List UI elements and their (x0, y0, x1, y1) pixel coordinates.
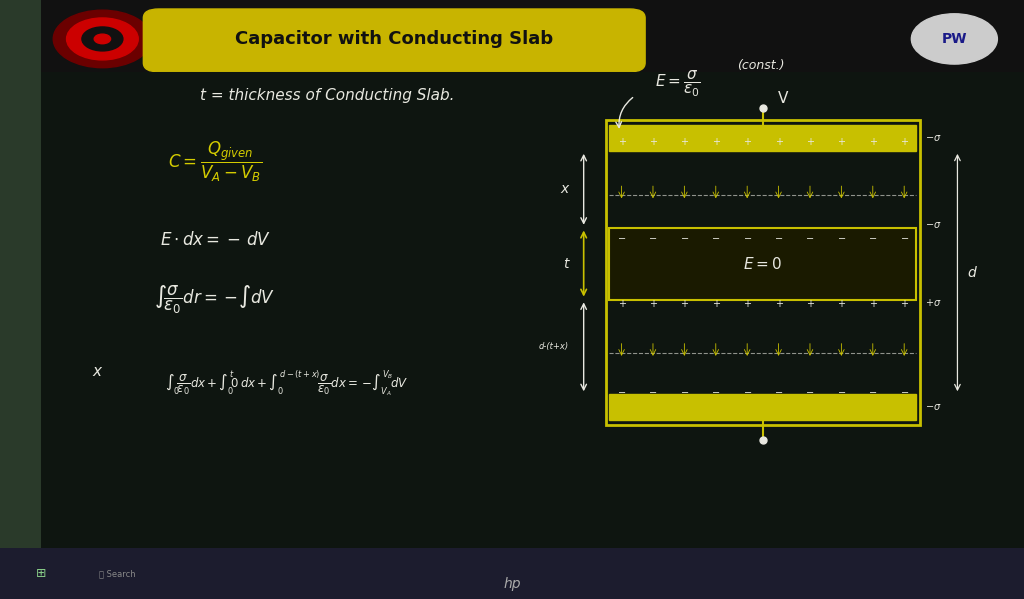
Text: $-$: $-$ (900, 232, 908, 241)
Text: +: + (743, 137, 752, 147)
Text: +: + (806, 300, 814, 309)
Text: $-$: $-$ (806, 386, 814, 396)
Text: $\int\!\dfrac{\sigma}{\varepsilon_0} dr = -\!\int dV$: $\int\!\dfrac{\sigma}{\varepsilon_0} dr … (155, 283, 275, 316)
Bar (0, 0, 41, 599)
Text: $-$: $-$ (868, 232, 878, 241)
Text: t = thickness of Conducting Slab.: t = thickness of Conducting Slab. (201, 88, 455, 104)
Text: +: + (712, 300, 720, 309)
Text: $-$: $-$ (837, 232, 846, 241)
Text: $-$: $-$ (900, 386, 908, 396)
Text: +: + (838, 137, 846, 147)
Text: hp: hp (503, 577, 521, 591)
Text: t: t (563, 256, 568, 271)
Circle shape (911, 14, 997, 64)
Text: V: V (778, 91, 788, 107)
Text: $x$: $x$ (91, 364, 103, 379)
Text: $-$: $-$ (680, 386, 689, 396)
Circle shape (82, 27, 123, 51)
Text: ⊞: ⊞ (36, 567, 46, 580)
Text: $E = \dfrac{\sigma}{\varepsilon_0}$: $E = \dfrac{\sigma}{\varepsilon_0}$ (655, 69, 701, 99)
Text: $-\sigma$: $-\sigma$ (925, 133, 941, 143)
Text: $-\sigma$: $-\sigma$ (925, 220, 941, 229)
Bar (0, 548, 1024, 599)
Text: (const.): (const.) (737, 59, 784, 72)
Text: +: + (868, 300, 877, 309)
FancyBboxPatch shape (143, 9, 645, 72)
Text: $-$: $-$ (774, 386, 783, 396)
Circle shape (53, 10, 152, 68)
Text: 🔍 Search: 🔍 Search (99, 569, 136, 579)
Text: $-$: $-$ (712, 386, 720, 396)
Bar (609, 228, 916, 300)
Text: $-$: $-$ (742, 386, 752, 396)
Bar (609, 125, 916, 151)
Text: PW: PW (942, 32, 967, 46)
Text: $-$: $-$ (837, 386, 846, 396)
Text: +: + (900, 300, 908, 309)
Text: +: + (617, 300, 626, 309)
Text: $\int_0\!\dfrac{\sigma}{\varepsilon_0}dx + \int_0^t\!0\,dx + \int_0^{d-(t+x)}\!\: $\int_0\!\dfrac{\sigma}{\varepsilon_0}dx… (165, 368, 409, 398)
Text: $+\sigma$: $+\sigma$ (925, 297, 941, 308)
Text: $-$: $-$ (806, 232, 814, 241)
Text: d: d (968, 265, 977, 280)
Text: $-$: $-$ (868, 386, 878, 396)
Bar (609, 394, 916, 420)
Text: +: + (743, 300, 752, 309)
Text: d-(t+x): d-(t+x) (539, 342, 568, 352)
Text: +: + (774, 137, 782, 147)
Bar (606, 120, 920, 425)
Text: +: + (617, 137, 626, 147)
Text: +: + (680, 300, 688, 309)
Circle shape (67, 18, 138, 60)
Circle shape (94, 34, 111, 44)
Text: $-$: $-$ (712, 232, 720, 241)
Text: $-$: $-$ (680, 232, 689, 241)
Text: $-$: $-$ (617, 386, 626, 396)
Text: $-$: $-$ (648, 386, 657, 396)
Text: $E = 0$: $E = 0$ (743, 256, 782, 271)
Text: $-$: $-$ (648, 232, 657, 241)
Bar (41, 72, 1024, 551)
Text: $-$: $-$ (742, 232, 752, 241)
Text: +: + (838, 300, 846, 309)
Text: x: x (560, 182, 568, 196)
Text: $-$: $-$ (617, 232, 626, 241)
Text: Capacitor with Conducting Slab: Capacitor with Conducting Slab (236, 30, 553, 48)
Text: $E \cdot dx = -\,dV$: $E \cdot dx = -\,dV$ (160, 231, 270, 249)
Text: +: + (806, 137, 814, 147)
Text: $-\sigma$: $-\sigma$ (925, 403, 941, 412)
Text: $C = \dfrac{Q_{given}}{V_A - V_B}$: $C = \dfrac{Q_{given}}{V_A - V_B}$ (168, 140, 262, 184)
Text: +: + (649, 300, 657, 309)
Text: +: + (712, 137, 720, 147)
Text: +: + (649, 137, 657, 147)
Text: +: + (680, 137, 688, 147)
Text: +: + (900, 137, 908, 147)
Text: +: + (868, 137, 877, 147)
Text: +: + (774, 300, 782, 309)
Bar (41, 0, 1024, 72)
Text: $-$: $-$ (774, 232, 783, 241)
